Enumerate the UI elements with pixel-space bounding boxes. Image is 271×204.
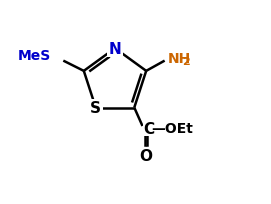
Text: O: O (139, 148, 152, 163)
Text: NH: NH (168, 51, 191, 65)
Text: C: C (144, 121, 155, 136)
Text: —OEt: —OEt (152, 121, 193, 135)
Text: 2: 2 (182, 56, 190, 66)
Text: S: S (90, 101, 101, 115)
Text: N: N (109, 41, 121, 57)
Text: MeS: MeS (18, 49, 51, 63)
